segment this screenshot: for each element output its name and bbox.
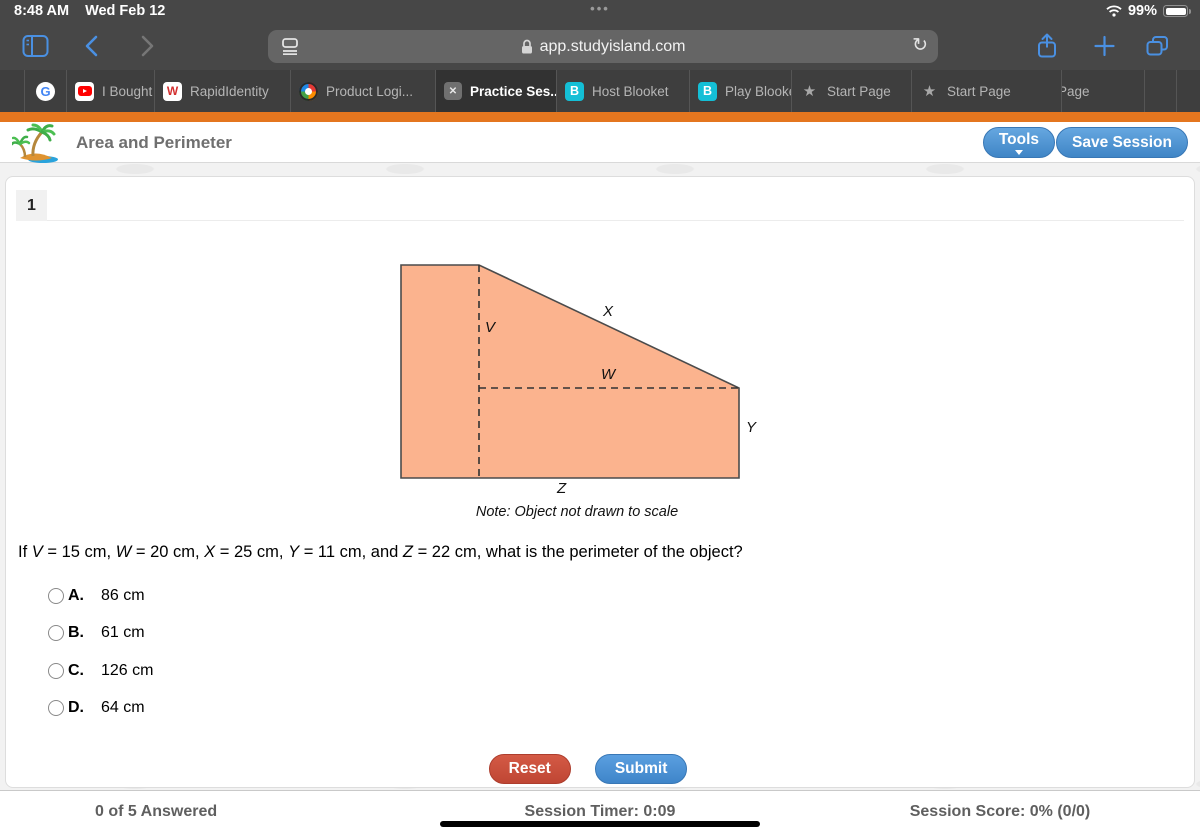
chevron-down-icon [1014, 150, 1023, 155]
youtube-favicon-icon [75, 81, 94, 101]
choice-text: 126 cm [101, 661, 154, 679]
tab-stub[interactable] [1145, 70, 1177, 112]
figure-note: Note: Object not drawn to scale [475, 504, 679, 520]
tab-page-truncated[interactable]: Page [1062, 70, 1145, 112]
radio-button[interactable] [48, 587, 64, 604]
label-z: Z [556, 480, 567, 497]
choice-letter: A. [68, 586, 84, 604]
clock: 8:48 AM [14, 3, 70, 19]
tab-bar: I Bought RapidIdentity Product Logi... P… [0, 70, 1200, 112]
tools-button[interactable]: Tools [982, 127, 1055, 158]
submit-button[interactable]: Submit [594, 754, 688, 784]
tab-stub[interactable] [1177, 70, 1200, 112]
tab-groups-icon[interactable] [279, 38, 301, 55]
close-tab-icon[interactable] [444, 82, 462, 100]
choice-d[interactable]: D. 64 cm [6, 690, 1194, 728]
tab-label: Practice Ses... [470, 83, 557, 99]
tab-i-bought[interactable]: I Bought [67, 70, 155, 112]
tab-start-page-2[interactable]: Start Page [912, 70, 1062, 112]
studyisland-logo-icon [12, 123, 58, 163]
radio-button[interactable] [48, 662, 64, 679]
content-area: 1 V W X Y Z Note: Object not drawn to sc… [0, 163, 1200, 790]
address-bar[interactable]: app.studyisland.com ↻ [268, 30, 938, 63]
action-buttons: Reset Submit [0, 754, 1182, 784]
forward-button-icon[interactable] [140, 34, 155, 58]
browser-chrome: 8:48 AM Wed Feb 12 ••• 99% [0, 0, 1200, 70]
browser-toolbar: app.studyisland.com ↻ [0, 22, 1200, 70]
tab-label: Product Logi... [326, 83, 414, 99]
label-y: Y [746, 419, 757, 436]
choice-a[interactable]: A. 86 cm [6, 577, 1194, 615]
tab-play-blooket[interactable]: Play Blooket [690, 70, 792, 112]
choice-letter: B. [68, 624, 84, 642]
battery-icon [1163, 5, 1191, 17]
star-favicon-icon [920, 82, 939, 101]
battery-percent: 99% [1127, 3, 1157, 19]
tab-google[interactable] [25, 70, 67, 112]
share-icon[interactable] [1036, 33, 1058, 60]
shape-polygon [400, 264, 740, 479]
answered-count: 0 of 5 Answered [95, 803, 218, 820]
wifi-icon [1106, 5, 1122, 17]
question-text: If V = 15 cm, W = 20 cm, X = 25 cm, Y = … [18, 543, 743, 561]
choice-b[interactable]: B. 61 cm [6, 615, 1194, 653]
product-login-favicon-icon [299, 81, 318, 101]
reload-icon[interactable]: ↻ [912, 35, 928, 56]
rapididentity-favicon-icon [163, 81, 182, 101]
new-tab-plus-icon[interactable] [1094, 35, 1115, 57]
tab-practice-session-active[interactable]: Practice Ses... [436, 70, 557, 112]
label-v: V [485, 319, 497, 336]
url-text: app.studyisland.com [539, 37, 686, 55]
radio-button[interactable] [48, 625, 64, 642]
multitask-dots-icon: ••• [590, 1, 610, 16]
home-indicator[interactable] [440, 821, 760, 827]
tab-rapididentity[interactable]: RapidIdentity [155, 70, 291, 112]
tab-label: Host Blooket [592, 83, 669, 99]
session-score: Session Score: 0% (0/0) [909, 803, 1091, 820]
tab-product-login[interactable]: Product Logi... [291, 70, 436, 112]
choice-text: 61 cm [101, 624, 145, 642]
choice-text: 64 cm [101, 699, 145, 717]
back-button-icon[interactable] [84, 34, 99, 58]
question-header-row: 1 [16, 177, 1184, 221]
tab-label: Play Blooket [725, 83, 791, 99]
brand-orange-bar [0, 112, 1200, 122]
question-card: 1 V W X Y Z Note: Object not drawn to sc… [5, 176, 1195, 788]
lock-icon [521, 39, 532, 54]
choice-letter: C. [68, 661, 84, 679]
choice-c[interactable]: C. 126 cm [6, 652, 1194, 690]
tab-label: I Bought [102, 83, 153, 99]
blooket-favicon-icon [698, 81, 717, 101]
page-title: Area and Perimeter [76, 133, 232, 152]
tabs-overview-icon[interactable] [1146, 36, 1169, 57]
tab-start-page-1[interactable]: Start Page [792, 70, 912, 112]
star-favicon-icon [800, 82, 819, 101]
tab-stub[interactable] [0, 70, 25, 112]
tab-label: Start Page [947, 83, 1011, 99]
blooket-favicon-icon [565, 81, 584, 101]
date: Wed Feb 12 [85, 3, 166, 19]
tab-host-blooket[interactable]: Host Blooket [557, 70, 690, 112]
reset-button[interactable]: Reset [488, 754, 571, 784]
session-timer: Session Timer: 0:09 [524, 803, 676, 820]
label-w: W [601, 366, 617, 383]
google-favicon-icon [36, 81, 55, 101]
choice-letter: D. [68, 699, 84, 717]
sidebar-toggle-icon[interactable] [22, 35, 49, 58]
choice-text: 86 cm [101, 586, 145, 604]
status-bar: 8:48 AM Wed Feb 12 ••• 99% [0, 0, 1200, 22]
radio-button[interactable] [48, 700, 64, 717]
tab-label: Page [1062, 83, 1090, 99]
label-x: X [602, 303, 614, 320]
geometry-figure: V W X Y Z [391, 260, 763, 510]
question-number: 1 [16, 190, 47, 221]
tab-label: RapidIdentity [190, 83, 269, 99]
save-session-button[interactable]: Save Session [1056, 127, 1188, 158]
tab-label: Start Page [827, 83, 891, 99]
app-header: Area and Perimeter Tools Save Session [0, 122, 1200, 163]
answer-choices: A. 86 cm B. 61 cm C. 126 cm D. 64 cm [6, 577, 1194, 727]
